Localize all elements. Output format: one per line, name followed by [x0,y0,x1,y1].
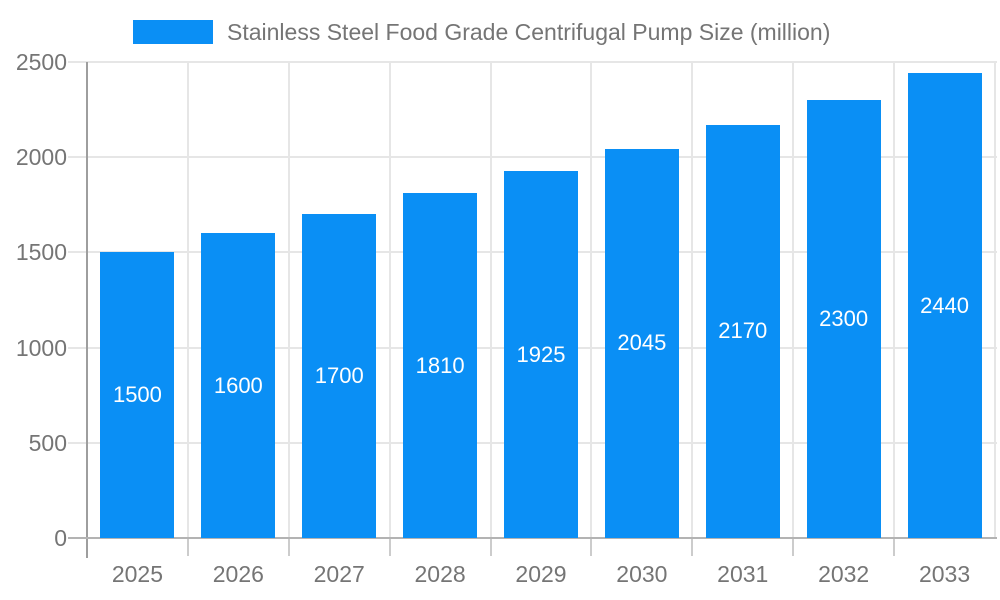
gridline-horizontal [68,61,997,63]
y-axis-tick-label: 2000 [15,144,67,171]
gridline-vertical [590,62,593,538]
x-axis-tick [893,539,896,556]
gridline-vertical [489,62,492,538]
x-axis-tick [792,539,795,556]
y-axis-tick-label: 1000 [15,334,67,361]
y-axis-tick-label: 0 [54,525,67,551]
x-axis-tick-label: 2026 [212,561,264,587]
bar-value-label: 2300 [819,306,869,332]
bar: 1810 [403,193,478,538]
gridline-vertical [287,62,290,538]
x-baseline [68,537,997,539]
bar: 1700 [302,214,377,538]
gridline-horizontal [68,156,997,159]
legend-label: Stainless Steel Food Grade Centrifugal P… [227,19,831,45]
y-axis-tick-label: 500 [28,429,67,456]
bar: 2300 [806,100,881,538]
bar-value-label: 1810 [415,352,465,378]
bar-value-label: 2170 [718,318,768,344]
legend: Stainless Steel Food Grade Centrifugal P… [133,19,830,45]
gridline-vertical [388,62,391,538]
gridline-vertical [994,62,996,538]
x-axis-tick-label: 2029 [515,561,567,587]
bar-value-label: 1925 [516,341,566,367]
x-axis-tick [691,539,694,556]
legend-swatch [133,20,213,44]
x-axis-tick-label: 2025 [111,561,164,587]
bar-value-label: 1500 [112,382,162,408]
bar: 2170 [705,124,780,538]
x-axis-tick-label: 2028 [414,561,466,587]
gridline-vertical [186,62,189,538]
bar: 2440 [907,73,982,538]
x-axis-tick [287,539,290,556]
y-axis-tick-label: 1500 [15,239,67,266]
gridline-vertical [893,62,896,538]
x-axis-tick-label: 2030 [616,561,668,587]
plot-area: 1500 1600 1700 1810 1925 2045 2170 2300 2440 [87,62,995,538]
bar: 1500 [100,252,175,538]
bar-value-label: 1600 [213,372,263,398]
x-axis-tick-label: 2033 [918,561,971,587]
x-axis-tick [590,539,593,556]
gridline-vertical [691,62,694,538]
bar-value-label: 1700 [314,363,364,389]
x-axis-tick-label: 2031 [717,561,769,587]
bar-value-label: 2440 [920,292,970,318]
bar: 1925 [504,171,578,538]
bar: 2045 [604,148,679,538]
x-axis-tick-label: 2032 [818,561,870,587]
bar: 1600 [201,233,276,538]
bar-value-label: 2045 [617,330,667,356]
x-axis-tick [388,539,391,556]
y-axis-line [86,62,88,558]
y-axis-tick-label: 2500 [15,49,67,75]
gridline-vertical [792,62,795,538]
x-axis-tick [186,539,189,556]
x-axis-tick [489,539,492,556]
x-axis-tick-label: 2027 [313,561,365,587]
